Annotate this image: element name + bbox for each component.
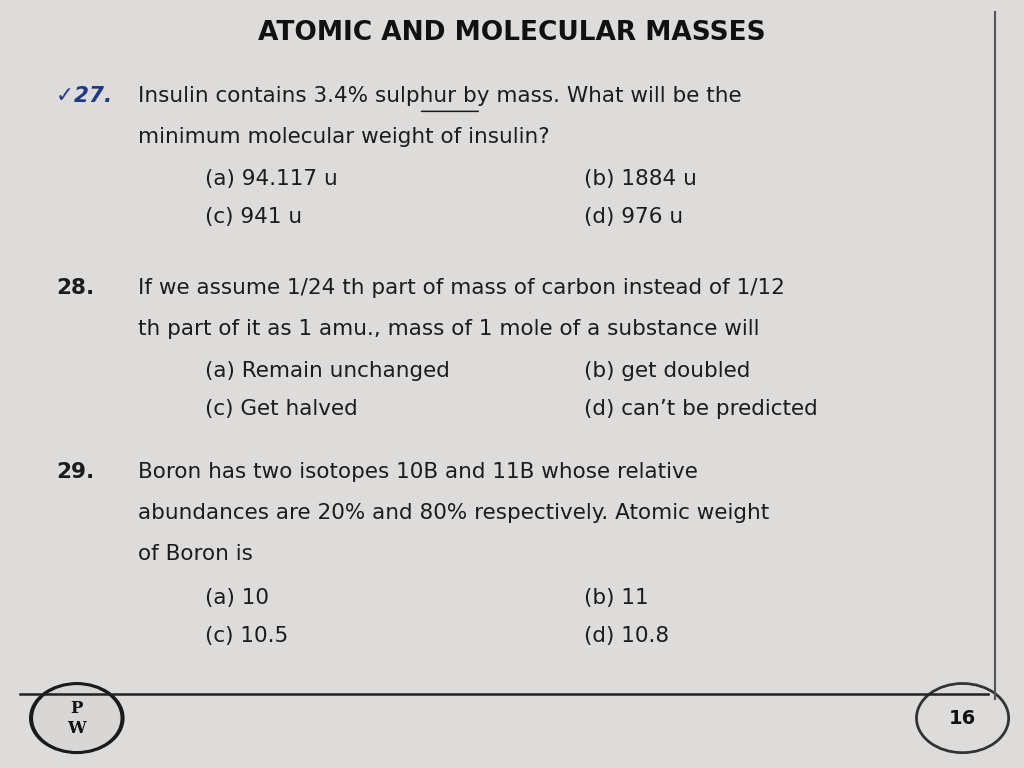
Text: of Boron is: of Boron is [138,544,253,564]
Text: (b) 1884 u: (b) 1884 u [584,169,696,189]
Text: ATOMIC AND MOLECULAR MASSES: ATOMIC AND MOLECULAR MASSES [258,20,766,46]
Text: (b) 11: (b) 11 [584,588,648,607]
Text: Boron has two isotopes 10B and 11B whose relative: Boron has two isotopes 10B and 11B whose… [138,462,698,482]
Text: th part of it as 1 amu., mass of 1 mole of a substance will: th part of it as 1 amu., mass of 1 mole … [138,319,760,339]
Circle shape [30,683,124,753]
Text: (d) can’t be predicted: (d) can’t be predicted [584,399,817,419]
Text: (a) 10: (a) 10 [205,588,268,607]
Text: 16: 16 [949,709,976,727]
Text: W: W [68,720,86,737]
Text: (b) get doubled: (b) get doubled [584,361,750,381]
Text: ✓​27.: ✓​27. [56,86,113,106]
Text: (c) 941 u: (c) 941 u [205,207,302,227]
Text: minimum molecular weight of insulin?: minimum molecular weight of insulin? [138,127,550,147]
Text: P: P [71,700,83,717]
Text: abundances are 20% and 80% respectively. Atomic weight: abundances are 20% and 80% respectively.… [138,503,769,523]
Text: (a) Remain unchanged: (a) Remain unchanged [205,361,450,381]
Text: (d) 10.8: (d) 10.8 [584,626,669,646]
Text: 28.: 28. [56,278,94,298]
Text: (c) Get halved: (c) Get halved [205,399,357,419]
Text: (c) 10.5: (c) 10.5 [205,626,288,646]
Circle shape [920,686,1006,750]
Circle shape [34,686,120,750]
Text: (a) 94.117 u: (a) 94.117 u [205,169,338,189]
Text: 29.: 29. [56,462,94,482]
Text: Insulin contains 3.4% sulphur by mass. What will be the: Insulin contains 3.4% sulphur by mass. W… [138,86,741,106]
Text: If we assume 1/24 th part of mass of carbon instead of 1/12: If we assume 1/24 th part of mass of car… [138,278,785,298]
Text: (d) 976 u: (d) 976 u [584,207,683,227]
